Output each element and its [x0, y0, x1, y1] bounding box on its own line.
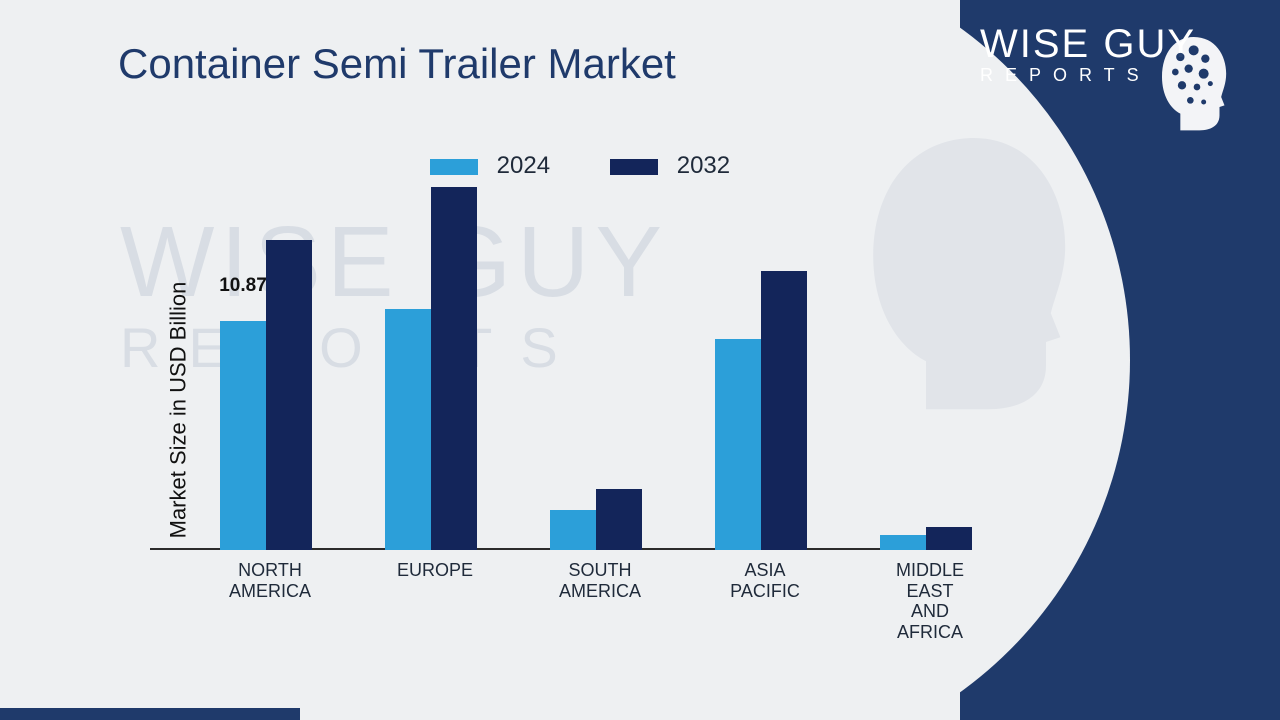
bottom-accent-bar	[0, 708, 300, 720]
bar-2024	[550, 510, 596, 550]
category-label: ASIAPACIFIC	[695, 560, 835, 601]
category-label: NORTHAMERICA	[200, 560, 340, 601]
chart: Market Size in USD Billion 10.87NORTHAME…	[90, 170, 970, 650]
brand-logo: WISE GUY REPORTS	[980, 22, 1250, 86]
brand-word-wise: WISE	[980, 22, 1090, 66]
bar-2024	[385, 309, 431, 550]
category-label: MIDDLEEASTANDAFRICA	[860, 560, 1000, 643]
category-label: SOUTHAMERICA	[530, 560, 670, 601]
bar-2024	[715, 339, 761, 550]
bar-value-label: 10.87	[219, 274, 267, 296]
bar-2032	[761, 271, 807, 550]
bar-2032	[431, 187, 477, 550]
plot-area: 10.87NORTHAMERICAEUROPESOUTHAMERICAASIAP…	[150, 170, 970, 550]
bar-2032	[596, 489, 642, 550]
brand-head-icon	[1142, 32, 1232, 132]
bar-2032	[266, 240, 312, 550]
bar-2024	[220, 321, 266, 550]
bar-2032	[926, 527, 972, 550]
bar-2024	[880, 535, 926, 550]
page-title: Container Semi Trailer Market	[118, 40, 676, 88]
category-label: EUROPE	[365, 560, 505, 581]
